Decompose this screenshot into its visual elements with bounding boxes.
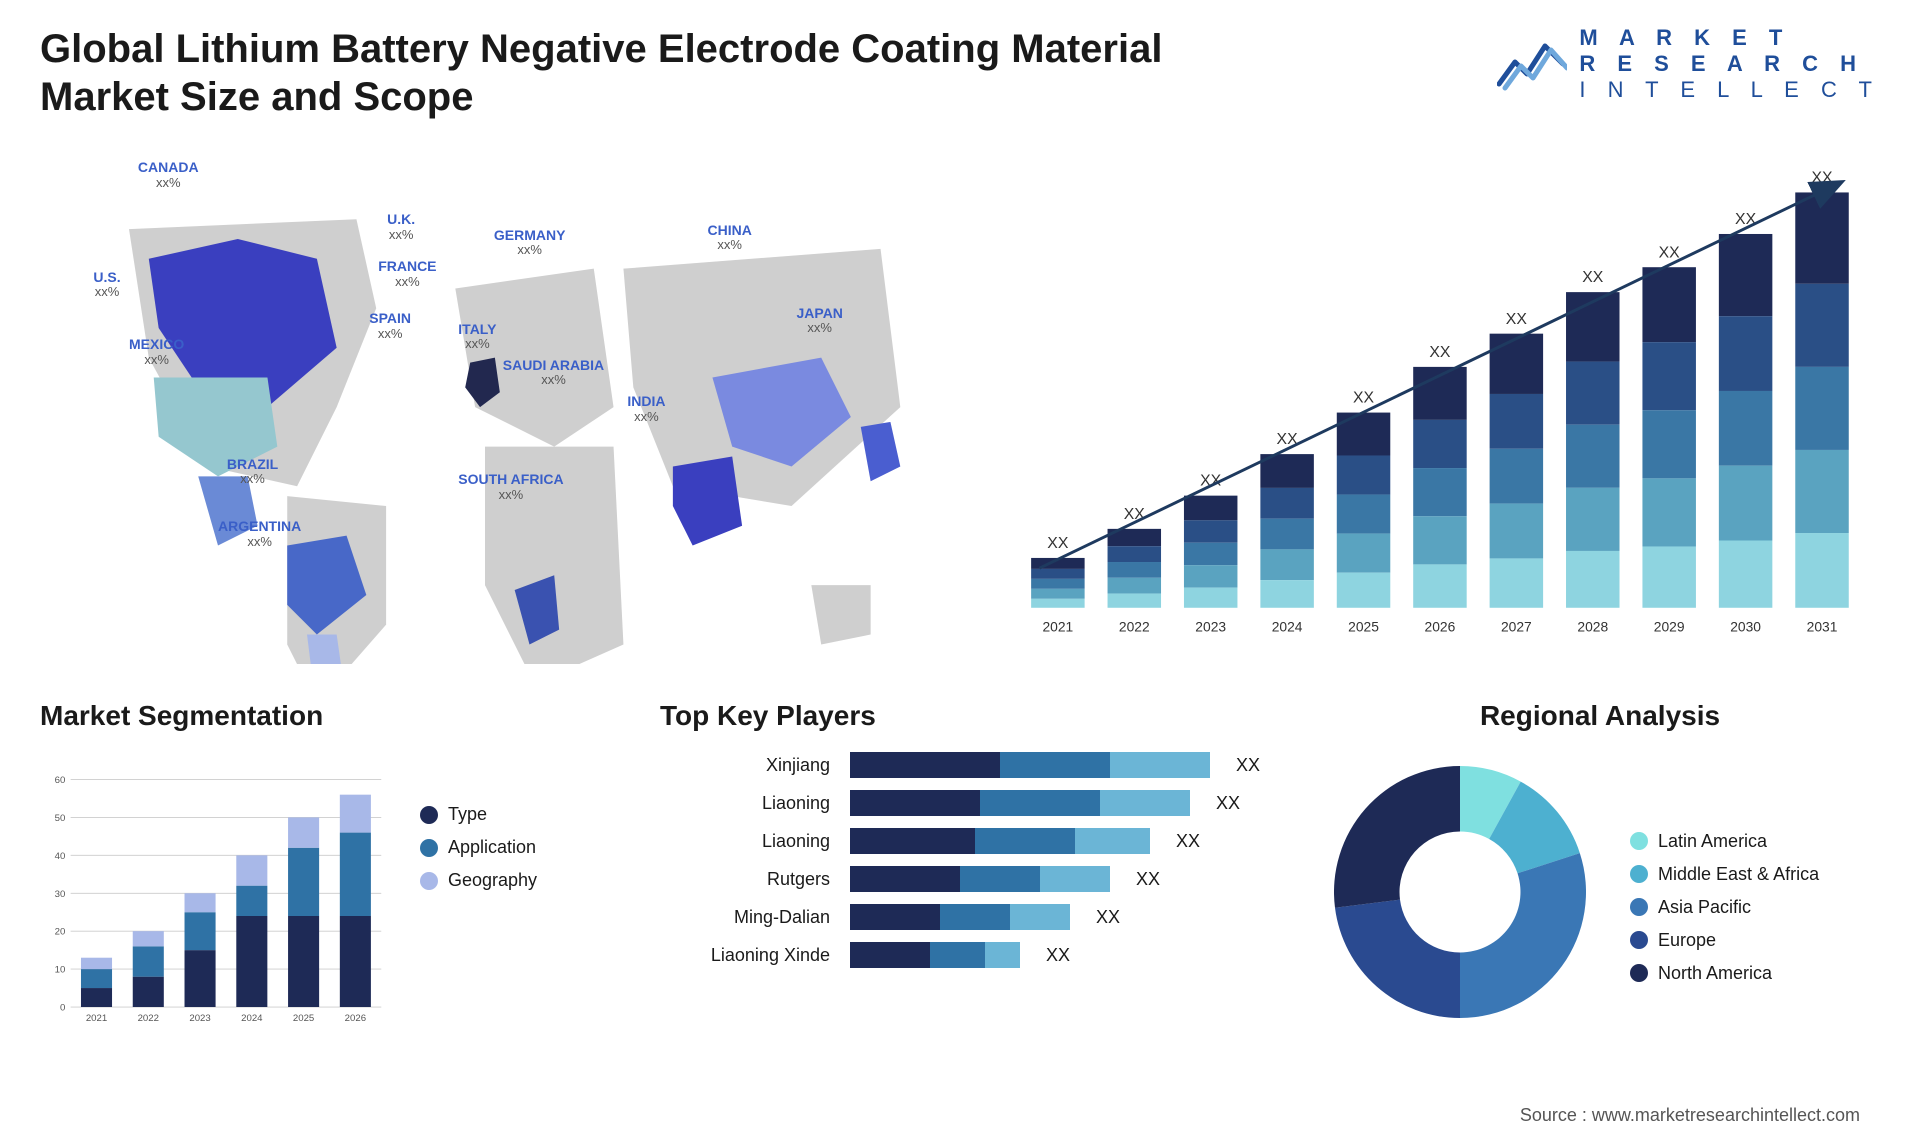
svg-text:20: 20 [55,927,66,938]
svg-text:60: 60 [55,775,66,786]
map-label-india: INDIAxx% [627,394,665,424]
player-row: Liaoning Xinde XX [670,942,1260,968]
map-label-spain: SPAINxx% [369,311,411,341]
svg-text:XX: XX [1582,269,1604,286]
segmentation-legend-item: Geography [420,870,600,891]
player-row: Rutgers XX [670,866,1260,892]
map-label-mexico: MEXICOxx% [129,337,184,367]
regional-legend: Latin America Middle East & Africa Asia Pa… [1630,789,1880,996]
player-value: XX [1216,793,1240,814]
regional-legend-item: Europe [1630,930,1880,951]
svg-text:2024: 2024 [1272,619,1303,635]
svg-text:2031: 2031 [1807,619,1838,635]
player-bar [850,790,1190,816]
regional-legend-item: Asia Pacific [1630,897,1880,918]
player-name: Liaoning [670,793,830,814]
map-label-u-s-: U.S.xx% [93,270,120,300]
players-chart: XinjiangXXLiaoningXXLiaoningXXRutgersXXM… [660,752,1260,968]
regional-title: Regional Analysis [1320,700,1880,732]
map-label-saudi-arabia: SAUDI ARABIAxx% [503,358,604,388]
svg-text:XX: XX [1353,390,1375,407]
svg-text:2024: 2024 [241,1013,263,1024]
player-name: Ming-Dalian [670,907,830,928]
player-bar [850,904,1070,930]
segmentation-chart: 0 10 20 30 40 50 60 2021 2022 2023 2024 2025 2026 [40,752,390,1052]
player-row: Ming-Dalian XX [670,904,1260,930]
svg-text:2021: 2021 [1042,619,1073,635]
player-value: XX [1046,945,1070,966]
player-value: XX [1176,831,1200,852]
svg-text:2023: 2023 [189,1013,210,1024]
regional-panel: Regional Analysis Latin America Middle Ea… [1320,700,1880,1080]
player-bar [850,752,1210,778]
svg-text:XX: XX [1506,311,1528,328]
svg-text:2027: 2027 [1501,619,1532,635]
svg-text:2026: 2026 [1425,619,1456,635]
svg-text:2022: 2022 [138,1013,159,1024]
brand-logo: M A R K E T R E S E A R C H I N T E L L … [1497,25,1880,103]
segmentation-legend-item: Type [420,804,600,825]
svg-text:XX: XX [1429,344,1451,361]
map-label-japan: JAPANxx% [797,306,843,336]
player-name: Liaoning Xinde [670,945,830,966]
map-label-u-k-: U.K.xx% [387,212,415,242]
logo-line2: R E S E A R C H [1579,51,1880,77]
svg-text:30: 30 [55,889,66,900]
regional-legend-item: Middle East & Africa [1630,864,1880,885]
map-label-germany: GERMANYxx% [494,228,566,258]
svg-text:10: 10 [55,965,66,976]
svg-text:XX: XX [1811,170,1833,187]
svg-text:2026: 2026 [345,1013,366,1024]
player-value: XX [1136,869,1160,890]
map-label-brazil: BRAZILxx% [227,457,278,487]
segmentation-title: Market Segmentation [40,700,600,732]
svg-text:2030: 2030 [1730,619,1761,635]
player-bar [850,942,1020,968]
logo-line1: M A R K E T [1579,25,1880,51]
segmentation-legend-item: Application [420,837,600,858]
world-map: CANADAxx% U.S.xx% MEXICOxx% BRAZILxx% ARGENT… [40,150,930,670]
svg-text:2029: 2029 [1654,619,1685,635]
svg-text:2021: 2021 [86,1013,107,1024]
svg-text:2022: 2022 [1119,619,1150,635]
source-text: Source : www.marketresearchintellect.com [1520,1105,1860,1126]
player-name: Xinjiang [670,755,830,776]
svg-text:40: 40 [55,851,66,862]
player-name: Rutgers [670,869,830,890]
player-row: Xinjiang XX [670,752,1260,778]
logo-line3: I N T E L L E C T [1579,77,1880,103]
page-title: Global Lithium Battery Negative Electrod… [40,25,1240,121]
player-bar [850,828,1150,854]
player-name: Liaoning [670,831,830,852]
players-title: Top Key Players [660,700,1260,732]
regional-donut [1320,752,1600,1032]
player-bar [850,866,1110,892]
svg-text:2025: 2025 [1348,619,1379,635]
regional-legend-item: Latin America [1630,831,1880,852]
map-label-china: CHINAxx% [708,223,752,253]
svg-text:XX: XX [1047,535,1069,552]
svg-text:0: 0 [60,1003,65,1014]
svg-text:2028: 2028 [1577,619,1608,635]
player-row: Liaoning XX [670,790,1260,816]
forecast-bar-chart: XX 2021 XX 2022 XX 2023 XX 2024 XX 2025 XX 2026 XX 20… [990,150,1880,670]
svg-text:2025: 2025 [293,1013,314,1024]
players-panel: Top Key Players XinjiangXXLiaoningXXLiao… [660,700,1260,1080]
svg-text:50: 50 [55,813,66,824]
regional-legend-item: North America [1630,963,1880,984]
map-label-france: FRANCExx% [378,259,436,289]
player-value: XX [1236,755,1260,776]
map-label-canada: CANADAxx% [138,160,199,190]
map-label-argentina: ARGENTINAxx% [218,519,301,549]
segmentation-legend: Type Application Geography [420,752,600,1052]
svg-text:2023: 2023 [1195,619,1226,635]
player-row: Liaoning XX [670,828,1260,854]
map-label-italy: ITALYxx% [458,322,496,352]
map-label-south-africa: SOUTH AFRICAxx% [458,472,563,502]
segmentation-panel: Market Segmentation 0 10 20 30 40 50 60 2021 202… [40,700,600,1080]
player-value: XX [1096,907,1120,928]
svg-text:XX: XX [1659,244,1681,261]
